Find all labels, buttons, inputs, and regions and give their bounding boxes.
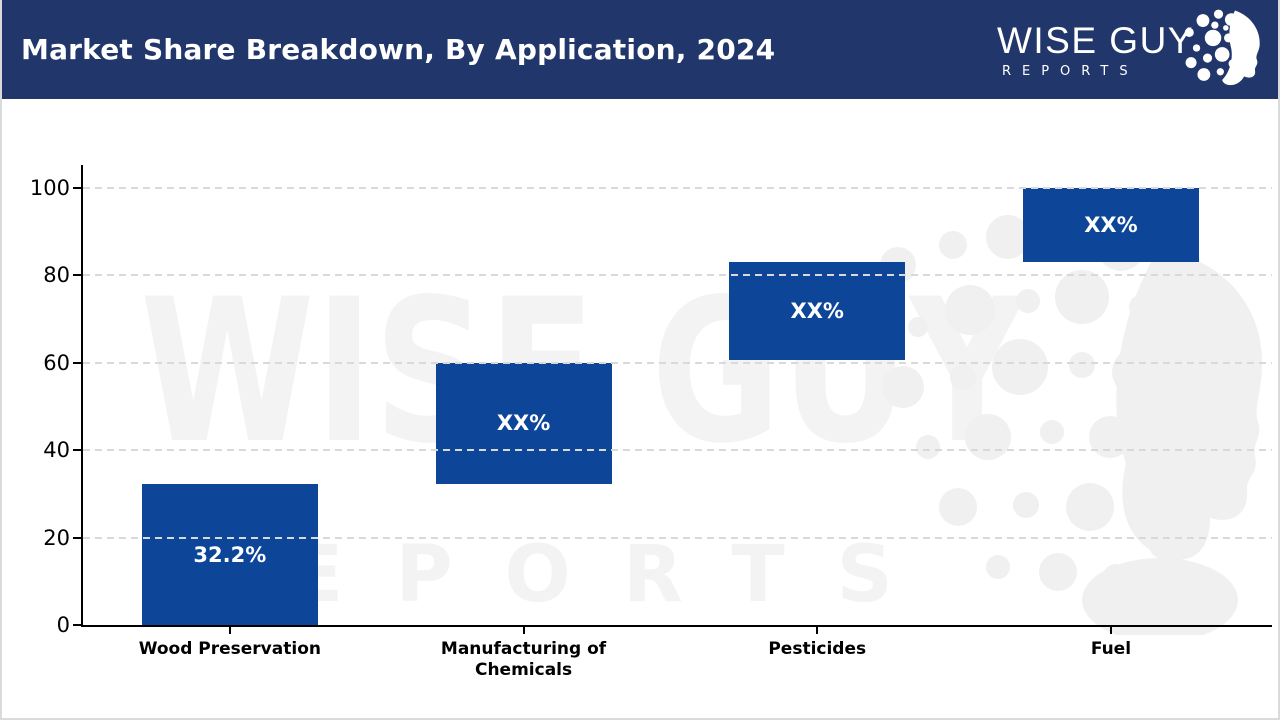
y-tick-20 [73, 536, 81, 539]
gridline-80 [83, 274, 1272, 276]
category-label-wood-preservation: Wood Preservation [138, 639, 321, 659]
bar-value-label-pesticides: XX% [790, 299, 844, 324]
y-tick-label-0: 0 [56, 613, 70, 637]
wise-guy-logo: WISE GUY REPORTS [997, 8, 1270, 92]
logo-dotted-head-icon [1184, 9, 1260, 86]
logo-wordmark-line2: REPORTS [1001, 64, 1139, 79]
category-label-fuel: Fuel [1090, 639, 1132, 659]
x-tick-wood-preservation [228, 627, 231, 634]
bar-value-label-wood-preservation: 32.2% [193, 542, 267, 567]
y-tick-label-100: 100 [29, 175, 70, 200]
y-tick-40 [73, 449, 81, 451]
logo-wordmark: WISE GUY REPORTS [996, 20, 1194, 80]
y-tick-label-60: 60 [43, 350, 70, 375]
y-tick-label-80: 80 [43, 263, 70, 287]
bar-fuel [1022, 187, 1199, 262]
gridline-60 [83, 361, 1272, 364]
y-tick-80 [73, 274, 81, 276]
y-tick-0 [73, 624, 81, 626]
bar-wood-preservation [141, 484, 318, 625]
chart-title: Market Share Breakdown, By Application, … [21, 33, 776, 66]
x-tick-fuel [1109, 627, 1112, 634]
y-tick-label-20: 20 [43, 525, 70, 550]
bar-value-label-fuel: XX% [1084, 212, 1138, 237]
y-axis-line [81, 165, 83, 627]
bar-value-label-manufacturing-of-chemicals: XX% [496, 411, 551, 436]
bar-pesticides [729, 261, 906, 361]
gridline-20 [83, 536, 1272, 539]
category-label-manufacturing-of-chemicals: Manufacturing of Chemicals [440, 639, 607, 680]
watermark-dotted-head [880, 215, 1263, 635]
logo-wordmark-line1: WISE GUY [996, 20, 1194, 61]
header-band: Market Share Breakdown, By Application, … [0, 0, 1280, 99]
y-tick-label-40: 40 [43, 438, 70, 462]
y-tick-100 [73, 186, 81, 189]
x-axis-line [81, 625, 1272, 627]
x-tick-pesticides [816, 627, 819, 634]
gridline-40 [83, 449, 1272, 451]
x-tick-manufacturing-of-chemicals [522, 627, 525, 634]
gridline-100 [83, 186, 1272, 189]
category-label-pesticides: Pesticides [768, 639, 867, 659]
y-tick-60 [73, 361, 81, 364]
bar-manufacturing-of-chemicals [435, 362, 612, 485]
